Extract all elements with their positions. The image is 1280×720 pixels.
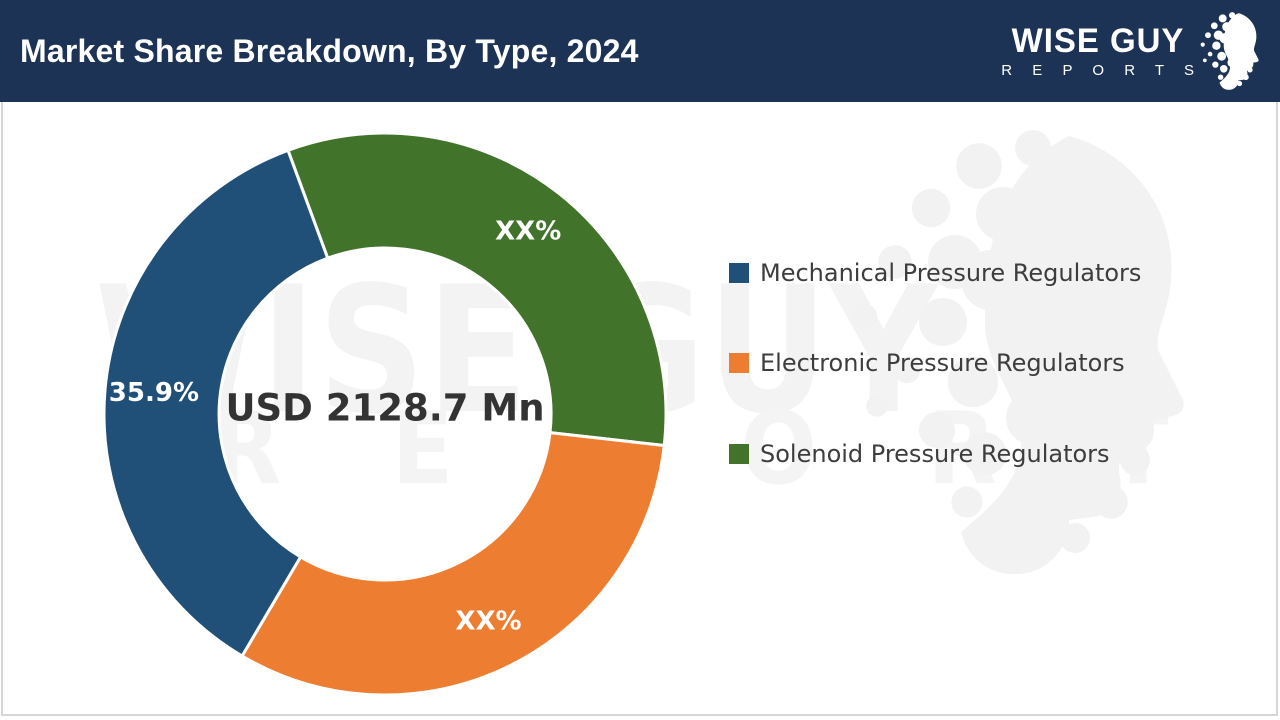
legend-swatch-solenoid — [729, 444, 749, 464]
logo-wordmark: WISE GUY — [1011, 21, 1184, 60]
segment-percentage-label: XX% — [495, 217, 561, 247]
donut-segment-electronic-pressure-regulators — [240, 431, 666, 697]
legend-label: Electronic Pressure Regulators — [760, 349, 1125, 377]
wiseguy-logo: WISE GUY R E P O R T S — [1001, 8, 1268, 94]
logo-subtext: R E P O R T S — [1001, 61, 1202, 79]
donut-chart: XX% XX% 35.9% — [102, 131, 668, 697]
chart-area: WISE GUY R E P O R T S XX%XX%35.9% USD 2… — [0, 102, 1280, 716]
legend-label: Solenoid Pressure Regulators — [760, 440, 1110, 468]
donut-segment-mechanical-pressure-regulators — [102, 148, 330, 658]
legend-item-electronic: Electronic Pressure Regulators — [729, 349, 1125, 377]
segment-percentage-label: XX% — [455, 607, 521, 637]
page-title: Market Share Breakdown, By Type, 2024 — [20, 32, 639, 69]
logo-wordmark-block: WISE GUY R E P O R T S — [1001, 24, 1194, 79]
legend-item-mechanical: Mechanical Pressure Regulators — [729, 259, 1142, 287]
legend-item-solenoid: Solenoid Pressure Regulators — [729, 440, 1110, 468]
legend-swatch-mechanical — [729, 263, 749, 283]
header-bar: Market Share Breakdown, By Type, 2024 WI… — [0, 0, 1280, 102]
legend-label: Mechanical Pressure Regulators — [760, 259, 1142, 287]
segment-percentage-label: 35.9% — [109, 378, 199, 408]
donut-segment-solenoid-pressure-regulators — [286, 131, 668, 447]
legend-swatch-electronic — [729, 353, 749, 373]
donut-center-value: USD 2128.7 Mn — [225, 386, 545, 430]
wiseguy-face-icon — [1200, 12, 1259, 90]
